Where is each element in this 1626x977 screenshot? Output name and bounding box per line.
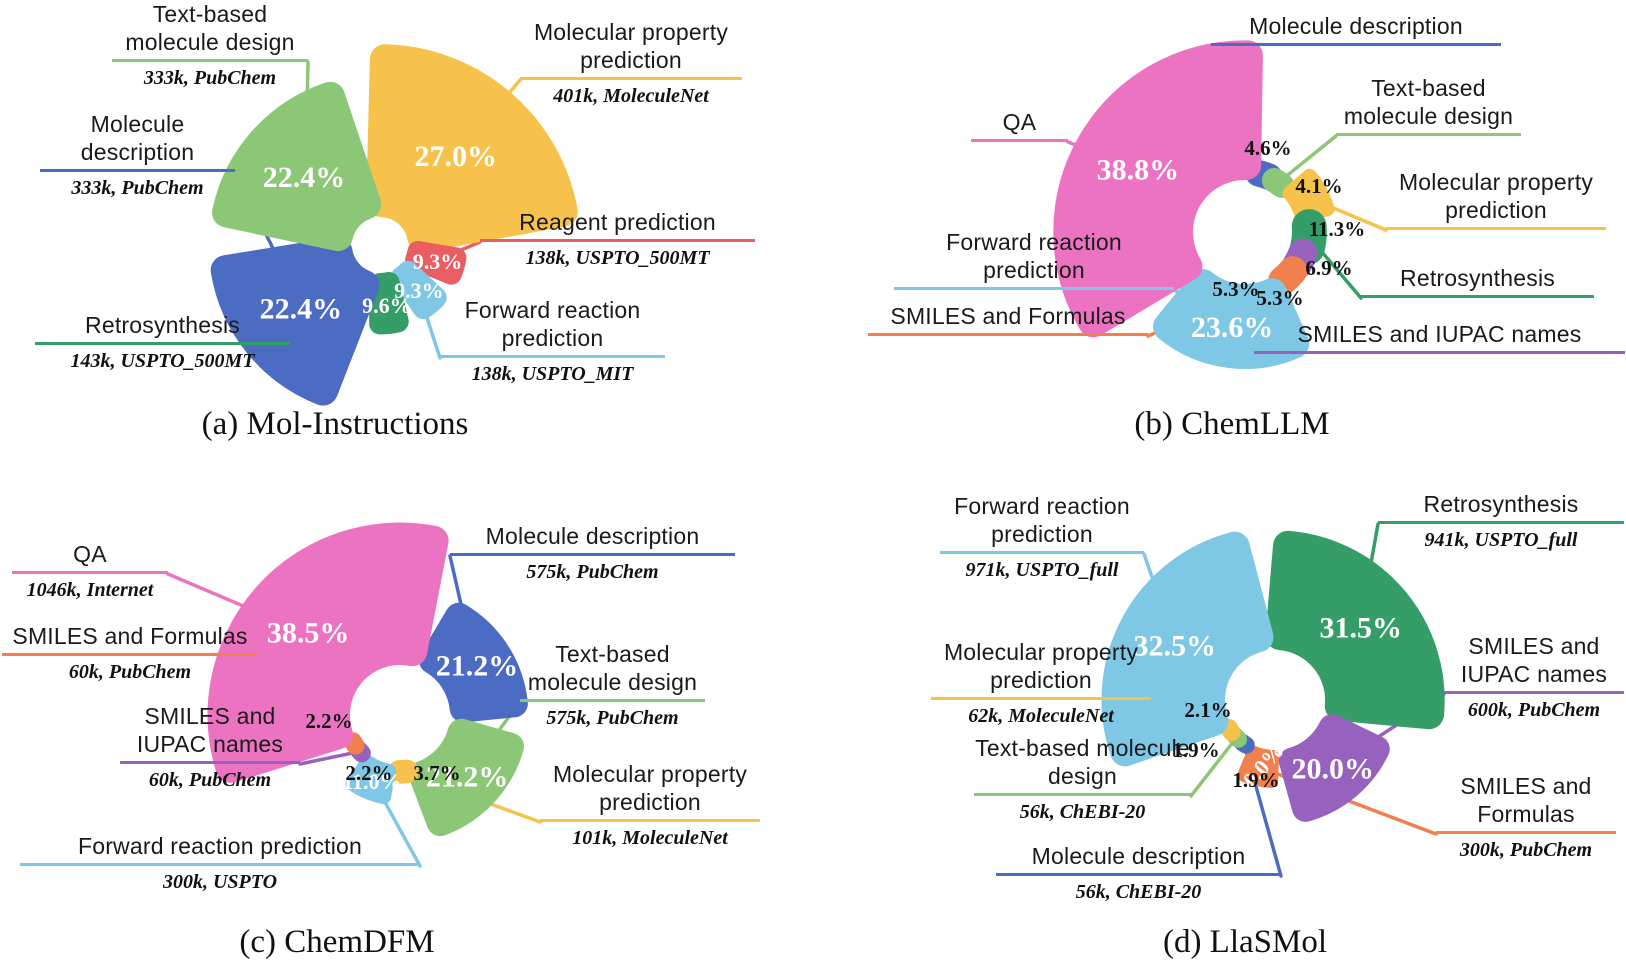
- percent-label-text-based-molecule-design: 1.9%: [1172, 738, 1219, 762]
- percent-label-retrosynthesis: 9.6%: [362, 293, 412, 318]
- rose-chart-mol-instructions: 27.0% 9.3% 9.3%9.6% 22.4% 22.4%: [210, 44, 578, 406]
- percent-label-molecule-description: 4.6%: [1244, 136, 1291, 160]
- petal-forward-reaction-prediction: [345, 754, 397, 805]
- percent-label-retrosynthesis: 31.5%: [1319, 612, 1402, 645]
- percent-label-forward-reaction-prediction: 32.5%: [1134, 630, 1217, 663]
- percent-label-molecule-description: 1.9%: [1232, 768, 1279, 792]
- rose-chart-chemdfm: 21.2%21.2%3.7%11.0%2.2%2.2%38.5%: [166, 522, 542, 868]
- percent-label-molecular-property-prediction: 11.3%: [1309, 217, 1366, 241]
- percent-label-reagent-prediction: 9.3%: [413, 249, 463, 274]
- rose-chart-llasmol: 31.5%20.0%10.0%1.9%1.9%2.1%32.5%: [1101, 522, 1446, 878]
- percent-label-molecule-description: 22.4%: [260, 292, 343, 325]
- chart-llasmol: 31.5% 20.0% 10.0% 1.9% 1.9% 2.1% 32.5% Retrosy…: [816, 460, 1626, 977]
- petal-retrosynthesis: [369, 271, 409, 335]
- petal-text-based-molecule-design: [1261, 167, 1295, 198]
- percent-label-qa: 38.8%: [1097, 153, 1180, 186]
- petal-smiles-and-formulas: [1268, 256, 1308, 296]
- petal-qa: [207, 522, 449, 783]
- percent-label-molecular-property-prediction: 27.0%: [415, 140, 498, 173]
- percent-label-smiles-and-iupac-names: 20.0%: [1292, 752, 1375, 785]
- percent-label-molecular-property-prediction: 2.1%: [1184, 698, 1231, 722]
- leader-line-text-based-molecule-design: [1189, 735, 1239, 798]
- petal-molecular-property-prediction: [1282, 168, 1335, 224]
- percent-label-smiles-and-iupac-names: 2.2%: [345, 761, 392, 785]
- chart-chemllm: 4.6% 4.1% 11.3% 6.9% 5.3% 5.3% 23.6% 38.8% Mole…: [816, 0, 1626, 460]
- petal-forward-reaction-prediction: [1101, 531, 1274, 767]
- percent-label-molecular-property-prediction: 3.7%: [413, 761, 460, 785]
- chart-chemdfm: 21.2% 21.2% 3.7% 11.0% 2.2% 2.2% 38.5% Molecul…: [0, 460, 816, 977]
- chart-mol-instructions: 27.0% 9.3% 9.3% 9.6% 22.4% 22.4% Molecular pr…: [0, 0, 816, 460]
- percent-label-text-based-molecule-design: 22.4%: [263, 161, 346, 194]
- petal-smiles-and-iupac-names: [1278, 714, 1390, 822]
- percent-label-molecule-description: 21.2%: [436, 650, 519, 683]
- petal-retrosynthesis: [1265, 530, 1445, 730]
- percent-label-forward-reaction-prediction: 23.6%: [1191, 311, 1274, 344]
- petal-text-based-molecule-design: [212, 81, 382, 252]
- petal-molecular-property-prediction: [1219, 718, 1241, 742]
- leader-line-smiles-and-iupac-names: [298, 749, 362, 766]
- percent-label-retrosynthesis: 6.9%: [1305, 256, 1352, 280]
- caption-chemllm: (b) ChemLLM: [1134, 406, 1330, 442]
- percent-label-qa: 38.5%: [267, 616, 350, 649]
- rose-chart-chemllm: 4.6%4.1%11.3%6.9%5.3%5.3%23.6%38.8%: [1053, 40, 1388, 369]
- percent-label-smiles-and-iupac-names: 5.3%: [1256, 286, 1303, 310]
- caption-mol-instructions: (a) Mol-Instructions: [201, 406, 469, 442]
- percent-label-forward-reaction-prediction: 9.3%: [394, 278, 444, 303]
- petal-text-based-molecule-design: [408, 718, 525, 837]
- petal-forward-reaction-prediction: [391, 260, 447, 320]
- percent-label-smiles-and-formulas: 5.3%: [1212, 277, 1259, 301]
- percent-label-smiles-and-formulas: 2.2%: [305, 709, 352, 733]
- petal-qa: [1053, 40, 1263, 338]
- petal-smiles-and-formulas: [1237, 745, 1280, 788]
- petal-smiles-and-formulas: [343, 732, 365, 755]
- petal-molecular-property-prediction: [366, 44, 578, 253]
- caption-chemdfm: (c) ChemDFM: [239, 924, 435, 960]
- caption-llasmol: (d) LlaSMol: [1162, 924, 1328, 960]
- petal-molecule-description: [210, 236, 380, 406]
- percent-label-text-based-molecule-design: 4.1%: [1295, 174, 1342, 198]
- percent-label-forward-reaction-prediction: 11.0%: [342, 769, 401, 794]
- petal-molecule-description: [418, 602, 528, 723]
- percent-label-text-based-molecule-design: 21.2%: [426, 760, 509, 793]
- petal-reagent-prediction: [405, 240, 467, 285]
